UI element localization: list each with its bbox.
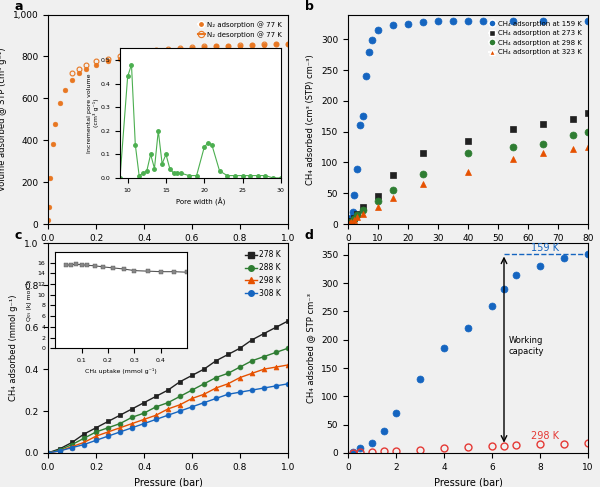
Text: 159 K: 159 K xyxy=(531,243,559,253)
Text: c: c xyxy=(14,229,22,243)
Y-axis label: CH₄ adsorbed @ STP cm⁻³: CH₄ adsorbed @ STP cm⁻³ xyxy=(307,293,316,403)
Y-axis label: Volume adsorbed @ STP (cm³ g⁻¹): Volume adsorbed @ STP (cm³ g⁻¹) xyxy=(0,48,7,191)
X-axis label: Pressure (bar): Pressure (bar) xyxy=(134,477,202,487)
Legend: N₂ adsorption @ 77 K, N₂ desorption @ 77 K: N₂ adsorption @ 77 K, N₂ desorption @ 77… xyxy=(195,18,284,40)
Text: a: a xyxy=(14,0,23,14)
X-axis label: Pressure (bar): Pressure (bar) xyxy=(434,477,502,487)
Text: Working
capacity: Working capacity xyxy=(509,337,544,356)
X-axis label: Pressure (bar): Pressure (bar) xyxy=(434,248,502,258)
Text: 298 K: 298 K xyxy=(531,431,559,441)
Text: b: b xyxy=(305,0,314,14)
Legend: CH₄ adsorption at 159 K, CH₄ adsorption at 273 K, CH₄ adsorption at 298 K, CH₄ a: CH₄ adsorption at 159 K, CH₄ adsorption … xyxy=(486,18,584,58)
Y-axis label: CH₄ adsorbed (cm³ (STP) cm⁻³): CH₄ adsorbed (cm³ (STP) cm⁻³) xyxy=(307,54,316,185)
Text: d: d xyxy=(305,229,314,243)
Y-axis label: CH₄ adsorbed (mmol g⁻¹): CH₄ adsorbed (mmol g⁻¹) xyxy=(10,295,19,401)
Legend: 278 K, 288 K, 298 K, 308 K: 278 K, 288 K, 298 K, 308 K xyxy=(242,247,284,301)
X-axis label: Relative pressure (P/P₀): Relative pressure (P/P₀) xyxy=(110,248,226,258)
